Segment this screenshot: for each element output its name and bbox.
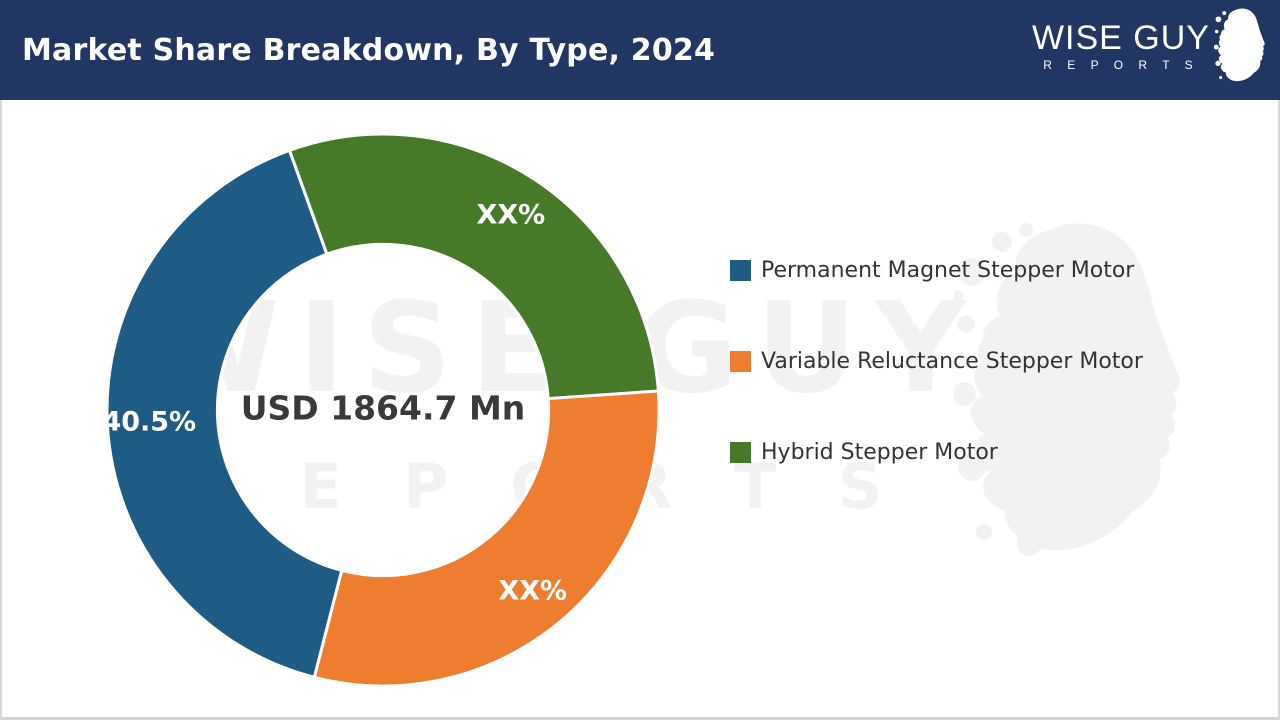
legend-item-variable-reluctance: Variable Reluctance Stepper Motor	[730, 348, 1143, 374]
legend-swatch-blue	[730, 259, 751, 281]
legend-label: Variable Reluctance Stepper Motor	[761, 348, 1143, 374]
legend-label: Hybrid Stepper Motor	[761, 439, 998, 465]
header: Market Share Breakdown, By Type, 2024 WI…	[0, 0, 1280, 100]
legend: Permanent Magnet Stepper Motor Variable …	[730, 257, 1143, 465]
donut-chart: 40.5% XX% XX% USD 1864.7 Mn	[103, 132, 661, 688]
legend-swatch-orange	[730, 350, 751, 372]
wiseguy-logo: WISE GUY R E P O R T S	[1032, 6, 1266, 86]
donut-segment-2	[288, 132, 660, 401]
legend-swatch-green	[730, 441, 751, 463]
segment-percent-label: XX%	[498, 575, 567, 606]
logo-subtitle: R E P O R T S	[1043, 58, 1199, 73]
wiseguy-face-icon	[1214, 8, 1265, 82]
legend-item-permanent-magnet: Permanent Magnet Stepper Motor	[730, 257, 1143, 283]
donut-segment-1	[312, 389, 661, 688]
donut-center-value: USD 1864.7 Mn	[241, 389, 526, 428]
logo-text: WISE GUY R E P O R T S	[1031, 18, 1210, 73]
watermark-face-icon	[954, 223, 1180, 556]
donut-segment-0	[105, 148, 344, 679]
legend-label: Permanent Magnet Stepper Motor	[761, 257, 1135, 283]
segment-percent-label: XX%	[477, 199, 546, 230]
page-title: Market Share Breakdown, By Type, 2024	[22, 32, 716, 68]
donut-segments: 40.5% XX% XX%	[103, 132, 661, 688]
chart-area: WISE GUY R E P O R T S 40.5%XX%XX% USD 1…	[0, 100, 1280, 720]
segment-percent-label: 40.5%	[103, 406, 196, 437]
legend-item-hybrid: Hybrid Stepper Motor	[730, 439, 1143, 465]
logo-wordmark: WISE GUY	[1031, 18, 1210, 57]
